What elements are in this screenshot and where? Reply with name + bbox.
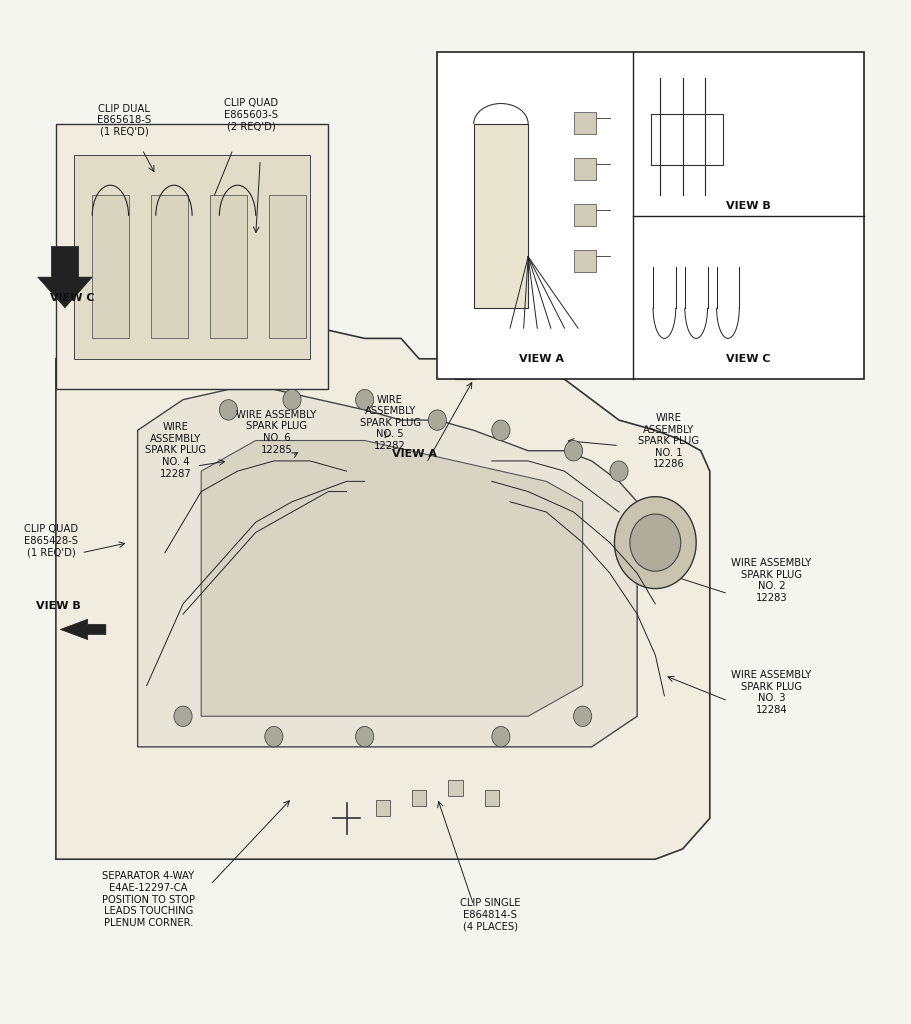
Bar <box>92 196 128 338</box>
Text: WIRE
ASSEMBLY
SPARK PLUG
NO. 1
12286: WIRE ASSEMBLY SPARK PLUG NO. 1 12286 <box>639 413 700 469</box>
Circle shape <box>630 514 681 571</box>
Text: VIEW A: VIEW A <box>392 449 437 459</box>
Circle shape <box>220 399 238 420</box>
Polygon shape <box>201 440 583 716</box>
Text: CLIP SINGLE
E864814-S
(4 PLACES): CLIP SINGLE E864814-S (4 PLACES) <box>460 898 520 931</box>
Polygon shape <box>56 288 710 859</box>
Text: WIRE
ASSEMBLY
SPARK PLUG
NO. 5
12282: WIRE ASSEMBLY SPARK PLUG NO. 5 12282 <box>360 394 421 451</box>
Circle shape <box>565 440 583 461</box>
Bar <box>574 250 597 272</box>
Text: WIRE ASSEMBLY
SPARK PLUG
NO. 3
12284: WIRE ASSEMBLY SPARK PLUG NO. 3 12284 <box>732 671 812 715</box>
Text: CLIP QUAD
E865603-S
(2 REQ'D): CLIP QUAD E865603-S (2 REQ'D) <box>224 98 278 132</box>
Text: CLIP DUAL
E865618-S
(1 REQ'D): CLIP DUAL E865618-S (1 REQ'D) <box>97 103 151 137</box>
Circle shape <box>355 389 374 410</box>
Circle shape <box>492 726 510 746</box>
Bar <box>474 124 528 308</box>
Polygon shape <box>138 389 637 746</box>
Text: VIEW B: VIEW B <box>725 201 771 211</box>
Polygon shape <box>56 124 328 389</box>
Text: VIEW C: VIEW C <box>726 354 770 364</box>
Bar <box>574 204 597 226</box>
Circle shape <box>574 706 592 726</box>
Circle shape <box>492 420 510 440</box>
Text: SEPARATOR 4-WAY
E4AE-12297-CA
POSITION TO STOP
LEADS TOUCHING
PLENUM CORNER.: SEPARATOR 4-WAY E4AE-12297-CA POSITION T… <box>102 871 195 928</box>
Circle shape <box>609 461 628 481</box>
Polygon shape <box>74 155 310 358</box>
Circle shape <box>428 410 446 430</box>
FancyBboxPatch shape <box>437 52 865 379</box>
Text: VIEW C: VIEW C <box>50 294 95 303</box>
Circle shape <box>174 706 192 726</box>
Text: WIRE ASSEMBLY
SPARK PLUG
NO. 6
12285: WIRE ASSEMBLY SPARK PLUG NO. 6 12285 <box>237 410 317 455</box>
Text: WIRE ASSEMBLY
SPARK PLUG
NO. 2
12283: WIRE ASSEMBLY SPARK PLUG NO. 2 12283 <box>732 558 812 603</box>
Bar <box>485 790 499 806</box>
Circle shape <box>355 726 374 746</box>
Bar <box>448 779 463 796</box>
Circle shape <box>614 497 696 589</box>
Text: VIEW B: VIEW B <box>36 601 81 611</box>
Text: VIEW A: VIEW A <box>519 354 564 364</box>
Bar <box>574 112 597 134</box>
Bar <box>270 196 306 338</box>
Polygon shape <box>60 620 106 640</box>
Circle shape <box>265 726 283 746</box>
Circle shape <box>283 389 302 410</box>
Bar <box>210 196 247 338</box>
Text: CLIP QUAD
E865428-S
(1 REQ'D): CLIP QUAD E865428-S (1 REQ'D) <box>25 524 78 557</box>
Bar <box>151 196 188 338</box>
Bar <box>574 158 597 180</box>
Bar <box>375 800 390 816</box>
Bar <box>412 790 426 806</box>
Polygon shape <box>37 247 92 308</box>
Text: WIRE
ASSEMBLY
SPARK PLUG
NO. 4
12287: WIRE ASSEMBLY SPARK PLUG NO. 4 12287 <box>145 422 206 478</box>
